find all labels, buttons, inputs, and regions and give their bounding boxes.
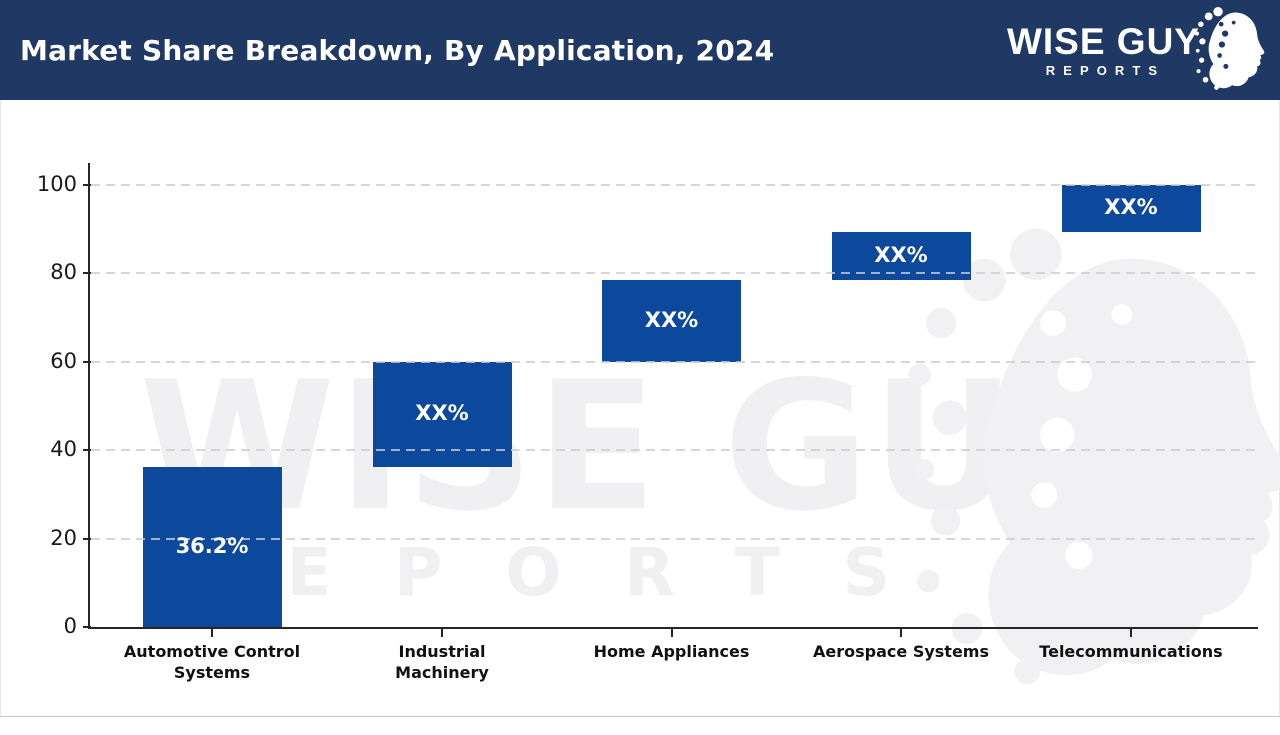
- x-category-label: Aerospace Systems: [813, 642, 989, 661]
- bar-2: [602, 279, 741, 362]
- gridline: [91, 537, 1257, 540]
- gridline: [91, 184, 1257, 186]
- y-tick-label: 60: [50, 348, 77, 373]
- x-category-label: Industrial Machinery: [395, 642, 489, 682]
- bar-value-label: XX%: [644, 307, 699, 332]
- x-tick-mark: [670, 629, 673, 637]
- logo-text: WISE GUY REPORTS: [1007, 23, 1200, 77]
- y-tick-mark: [83, 626, 91, 628]
- y-tick-label: 100: [36, 172, 77, 196]
- y-tick-mark: [83, 537, 91, 540]
- y-axis-spine: [88, 163, 90, 628]
- bottom-divider: [0, 716, 1280, 717]
- header-bar: Market Share Breakdown, By Application, …: [0, 0, 1280, 100]
- x-tick-mark: [441, 629, 443, 637]
- bar-3: [831, 231, 971, 280]
- logo-head-icon: [1194, 7, 1265, 90]
- x-tick-mark: [211, 629, 213, 637]
- watermark-text-wise-guy: WISE GUY: [139, 343, 1149, 550]
- y-tick-label: 40: [50, 437, 77, 462]
- gridline: [91, 449, 1257, 452]
- x-tick-mark: [1130, 629, 1132, 637]
- x-category-label: Home Appliances: [593, 642, 750, 661]
- y-tick-mark: [83, 272, 91, 275]
- bar-value-label: XX%: [1104, 195, 1158, 220]
- x-category-label: Telecommunications: [1039, 642, 1223, 661]
- logo-subtitle: REPORTS: [1045, 63, 1166, 78]
- y-tick-label: 80: [50, 260, 77, 285]
- chart-area: WISE GUY REPORTS 0 20 40 60 80 100 36.2% XX% XX%…: [0, 100, 1280, 716]
- y-tick-label: 0: [63, 614, 77, 638]
- x-axis-spine: [88, 627, 1258, 629]
- y-tick-mark: [83, 360, 91, 363]
- bar-value-label: 36.2%: [175, 533, 249, 558]
- gridline: [91, 360, 1257, 363]
- wise-guy-logo: WISE GUY REPORTS: [1007, 6, 1272, 94]
- x-category-label: Automotive Control Systems: [123, 642, 301, 682]
- y-tick-label: 20: [50, 525, 77, 550]
- x-tick-mark: [900, 629, 902, 637]
- y-tick-mark: [83, 184, 91, 186]
- bar-4: [1061, 185, 1201, 232]
- watermark-text-reports: REPORTS: [173, 534, 953, 611]
- bar-value-label: XX%: [874, 242, 928, 267]
- logo-name: WISE GUY: [1006, 21, 1200, 62]
- gridline: [91, 272, 1257, 275]
- page-title: Market Share Breakdown, By Application, …: [20, 33, 775, 67]
- bar-0: [142, 466, 282, 627]
- bar-value-label: XX%: [415, 401, 469, 426]
- y-tick-mark: [83, 449, 91, 452]
